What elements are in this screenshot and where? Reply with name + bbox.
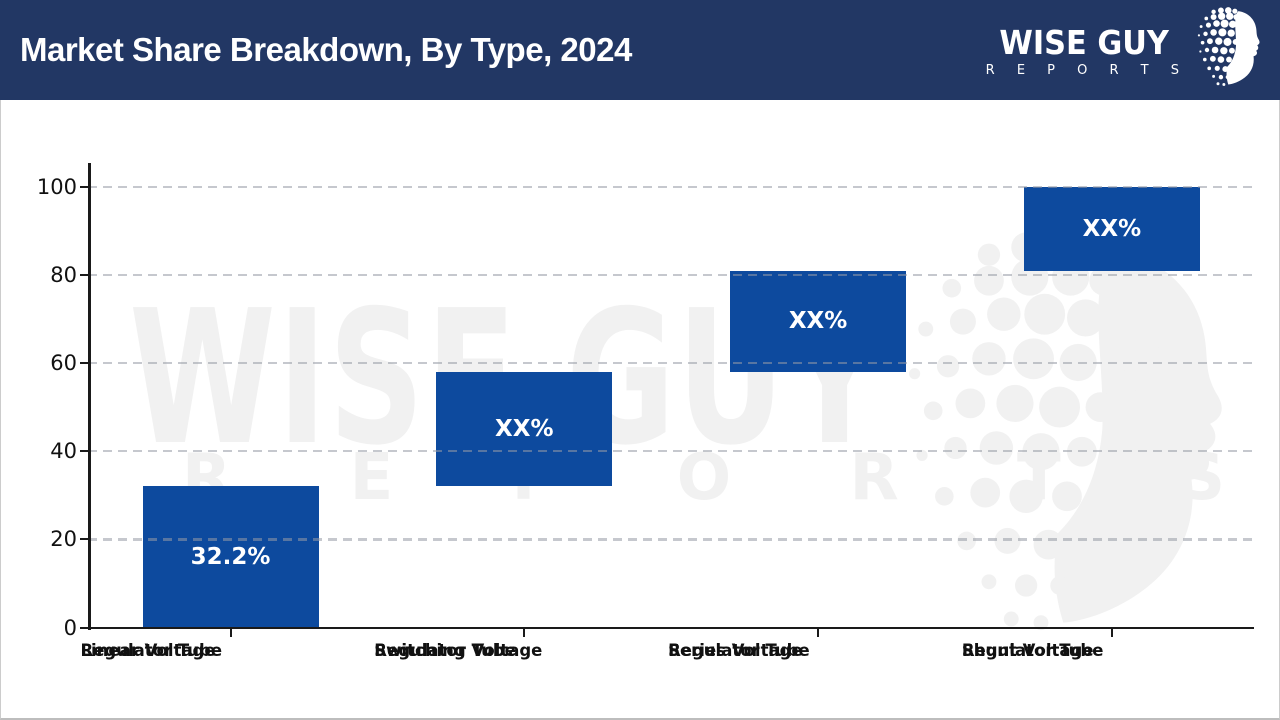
gridline bbox=[88, 274, 1254, 277]
gridline bbox=[88, 450, 1254, 453]
y-tick-mark bbox=[80, 186, 88, 188]
watermark-face-icon bbox=[909, 230, 1222, 631]
y-tick-mark bbox=[80, 626, 88, 629]
y-tick-label: 100 bbox=[36, 175, 77, 199]
bar-segment bbox=[436, 372, 613, 486]
gridline bbox=[88, 538, 1254, 541]
brand-face-icon bbox=[1197, 7, 1260, 86]
x-axis-spine bbox=[88, 626, 1254, 629]
x-tick-mark bbox=[229, 629, 232, 637]
header: Market Share Breakdown, By Type, 2024 WI… bbox=[0, 0, 1280, 100]
bar-value-label: 32.2% bbox=[190, 543, 271, 570]
bar-segment bbox=[730, 270, 907, 372]
x-tick-mark bbox=[1110, 629, 1113, 637]
gridline bbox=[88, 186, 1254, 189]
brand-subtitle: R E P O R T S bbox=[985, 62, 1188, 78]
y-tick-mark bbox=[80, 450, 88, 453]
y-tick-label: 60 bbox=[50, 351, 77, 376]
bar-value-label: XX% bbox=[788, 308, 848, 335]
y-tick-label: 80 bbox=[50, 263, 77, 288]
y-tick-mark bbox=[80, 362, 88, 365]
y-tick-label: 40 bbox=[50, 439, 77, 464]
x-tick-mark bbox=[523, 629, 526, 637]
bar-value-label: XX% bbox=[495, 415, 554, 442]
chart-area: WISE GUY R E P O R T S 32.2% XX% XX% XX% 0 20… bbox=[0, 100, 1280, 720]
y-tick-label: 0 bbox=[63, 615, 77, 640]
bar-value-label: XX% bbox=[1082, 215, 1142, 242]
brand-logo: WISE GUY R E P O R T S bbox=[980, 6, 1280, 94]
y-tick-mark bbox=[80, 538, 88, 541]
bar-segment bbox=[1023, 187, 1200, 271]
x-tick-mark bbox=[817, 629, 820, 637]
brand-name: WISE GUY bbox=[999, 22, 1169, 62]
watermark-subtext: R E P O R T S bbox=[182, 441, 1274, 515]
bar-segment bbox=[142, 485, 319, 628]
page-title: Market Share Breakdown, By Type, 2024 bbox=[20, 31, 632, 68]
y-tick-label: 20 bbox=[50, 527, 77, 552]
y-axis-spine bbox=[88, 163, 91, 630]
y-tick-mark bbox=[80, 274, 88, 277]
gridline bbox=[88, 362, 1254, 365]
